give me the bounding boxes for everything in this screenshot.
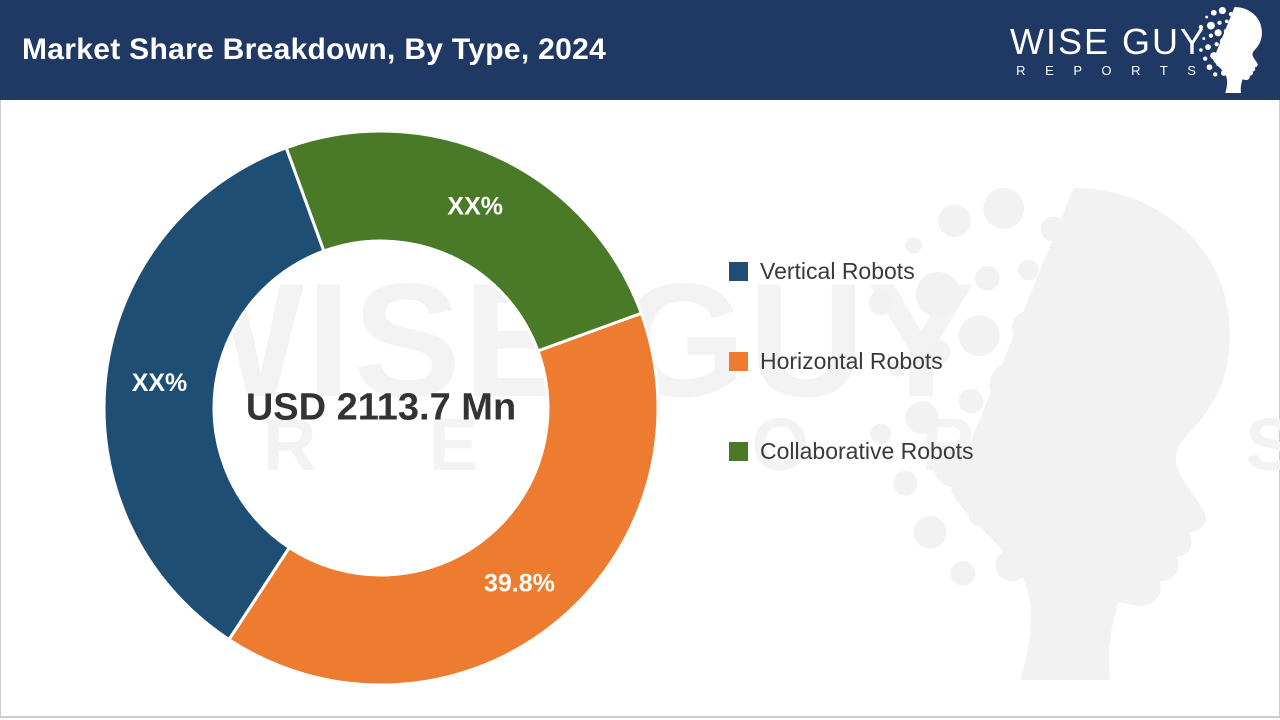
brand-logo: WISE GUY R E P O R T S [1009, 7, 1268, 93]
legend-item-label: Collaborative Robots [760, 437, 974, 464]
chart-canvas: WISE GUY R E P O R T S XX% 39.8% XX% USD 2… [0, 100, 1280, 718]
page-title: Market Share Breakdown, By Type, 2024 [22, 33, 607, 66]
slice-percent-label: XX% [132, 369, 188, 397]
brand-logo-text: WISE GUY R E P O R T S [1009, 21, 1206, 79]
legend-item-label: Vertical Robots [760, 257, 915, 284]
legend-item-label: Horizontal Robots [760, 347, 943, 374]
brand-head-icon [1198, 7, 1262, 93]
legend-item: Collaborative Robots [729, 432, 974, 470]
brand-subname: R E P O R T S [1016, 63, 1204, 78]
donut-slice-vertical-robots [102, 146, 326, 642]
donut-slice-horizontal-robots [227, 311, 660, 687]
legend-item: Horizontal Robots [729, 342, 974, 380]
legend-swatch-vertical-robots [729, 261, 748, 281]
legend-item: Vertical Robots [729, 252, 974, 290]
legend-swatch-collaborative-robots [729, 441, 748, 461]
donut-slice-collaborative-robots [284, 129, 643, 353]
donut-center-value: USD 2113.7 Mn [245, 386, 517, 429]
legend: Vertical Robots Horizontal Robots Collab… [729, 252, 974, 522]
donut-chart: XX% 39.8% XX% [102, 129, 660, 687]
slice-percent-label: 39.8% [484, 570, 555, 598]
brand-name: WISE GUY [1009, 21, 1206, 62]
slice-percent-label: XX% [447, 193, 503, 221]
header-bar: Market Share Breakdown, By Type, 2024 WI… [0, 0, 1280, 100]
legend-swatch-horizontal-robots [729, 351, 748, 371]
